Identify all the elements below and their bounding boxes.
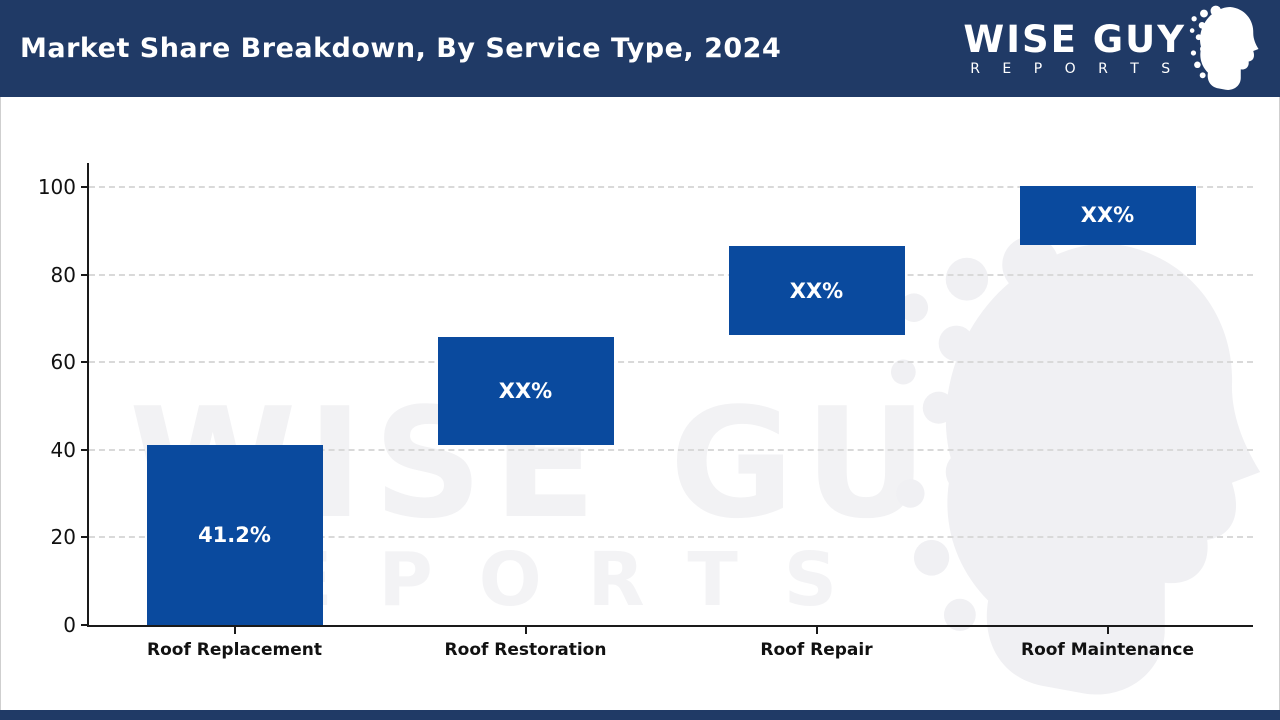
x-tick-mark-2 bbox=[815, 627, 818, 634]
bar-roof-replacement: 41.2% bbox=[146, 444, 323, 625]
gridline-80 bbox=[89, 273, 1253, 276]
y-tick-mark-40 bbox=[81, 448, 89, 451]
y-tick-label-0: 0 bbox=[63, 613, 76, 637]
x-tick-mark-1 bbox=[524, 627, 527, 634]
bar-roof-repair: XX% bbox=[728, 246, 905, 336]
category-label-1: Roof Restoration bbox=[444, 640, 607, 660]
bar-value-label: XX% bbox=[1080, 203, 1135, 228]
category-label-2: Roof Repair bbox=[760, 640, 873, 660]
bar-value-label: XX% bbox=[789, 278, 844, 303]
header-bar: Market Share Breakdown, By Service Type,… bbox=[0, 0, 1280, 97]
x-axis-line bbox=[87, 625, 1253, 627]
gridline-60 bbox=[89, 361, 1253, 364]
y-axis-line bbox=[87, 163, 89, 627]
gridline-20 bbox=[89, 536, 1253, 539]
category-label-0: Roof Replacement bbox=[147, 640, 322, 660]
y-tick-mark-20 bbox=[81, 536, 89, 539]
brand-logo: WISE GUY R E P O R T S bbox=[963, 0, 1268, 97]
y-tick-mark-80 bbox=[81, 273, 89, 276]
y-tick-label-20: 20 bbox=[50, 525, 76, 550]
brand-text: WISE GUY R E P O R T S bbox=[963, 21, 1186, 76]
brand-sub: R E P O R T S bbox=[970, 61, 1180, 77]
y-tick-mark-60 bbox=[81, 361, 89, 364]
y-tick-mark-0 bbox=[81, 624, 89, 626]
gridline-100 bbox=[89, 186, 1253, 188]
x-tick-mark-0 bbox=[233, 627, 236, 634]
gridline-40 bbox=[89, 448, 1253, 451]
y-tick-label-100: 100 bbox=[37, 175, 76, 199]
y-tick-label-60: 60 bbox=[50, 350, 76, 375]
bar-roof-restoration: XX% bbox=[437, 336, 614, 445]
footer-bar bbox=[0, 710, 1280, 720]
bar-value-label: XX% bbox=[498, 378, 553, 403]
brand-name: WISE GUY bbox=[963, 18, 1186, 61]
category-label-3: Roof Maintenance bbox=[1020, 640, 1195, 660]
x-tick-mark-3 bbox=[1106, 627, 1109, 634]
y-tick-label-80: 80 bbox=[50, 262, 76, 287]
bar-roof-maintenance: XX% bbox=[1019, 185, 1196, 245]
y-tick-label-40: 40 bbox=[50, 437, 76, 462]
y-tick-mark-100 bbox=[81, 186, 89, 188]
chart-title: Market Share Breakdown, By Service Type,… bbox=[20, 33, 782, 64]
bar-value-label: 41.2% bbox=[198, 522, 271, 547]
